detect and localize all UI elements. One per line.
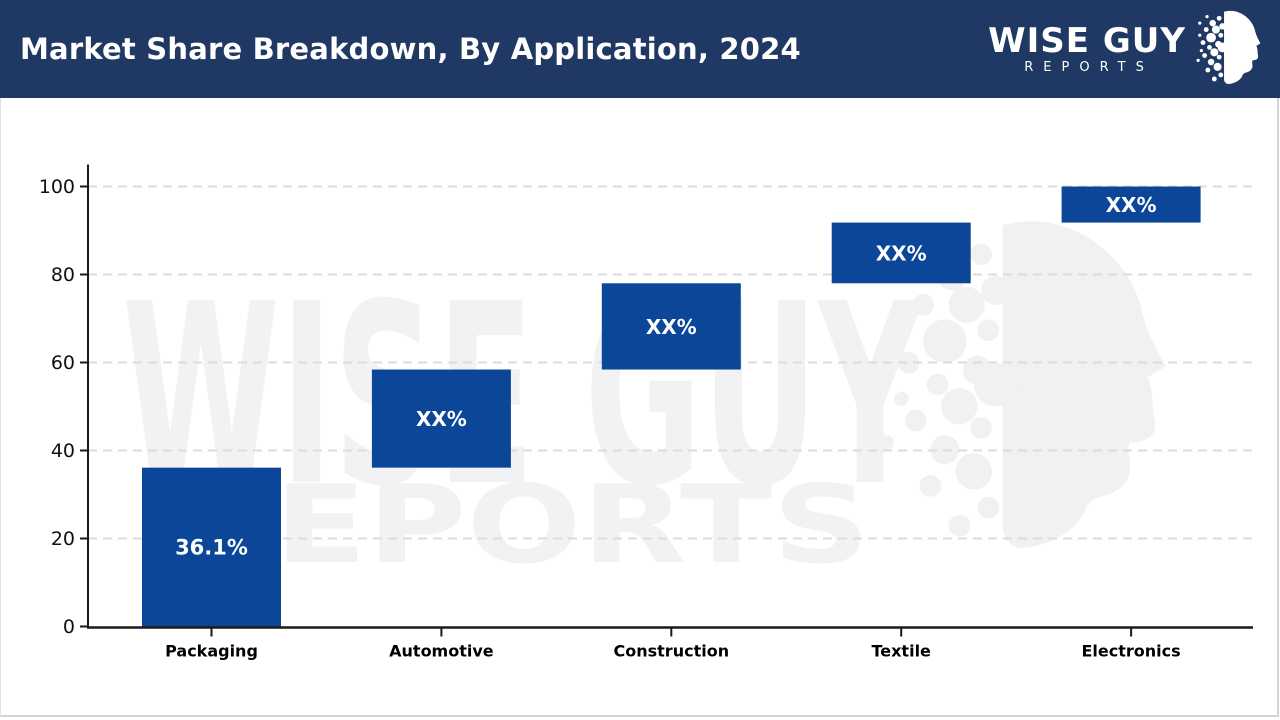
header-bar: Market Share Breakdown, By Application, … — [0, 0, 1280, 98]
bar-electronics — [1061, 186, 1201, 223]
category-label-textile: Textile — [871, 642, 931, 661]
bar-label-automotive: XX% — [416, 407, 467, 431]
bar-automotive — [371, 369, 511, 468]
brand-subname: REPORTS — [1024, 60, 1154, 75]
y-tick-label-0: 0 — [63, 616, 75, 638]
bar-label-electronics: XX% — [1106, 193, 1157, 217]
chart-title: Market Share Breakdown, By Application, … — [20, 32, 801, 66]
bar-construction — [601, 283, 741, 370]
y-tick-label-60: 60 — [51, 352, 75, 374]
brand-logo-text: WISE GUY REPORTS — [988, 24, 1186, 74]
y-tick-label-80: 80 — [51, 264, 75, 286]
category-label-construction: Construction — [614, 642, 730, 661]
bar-textile — [831, 222, 971, 284]
category-label-packaging: Packaging — [165, 642, 258, 661]
bar-packaging — [142, 467, 281, 627]
brand-logo: WISE GUY REPORTS — [988, 5, 1266, 93]
y-tick-label-20: 20 — [51, 528, 75, 550]
y-tick-label-40: 40 — [51, 440, 75, 462]
brand-face-icon — [1196, 10, 1261, 85]
y-tick-label-100: 100 — [39, 176, 75, 198]
category-label-electronics: Electronics — [1082, 642, 1181, 661]
bar-label-construction: XX% — [646, 315, 697, 339]
watermark-line2: REPORTS — [170, 463, 870, 588]
bar-label-packaging: 36.1% — [175, 536, 248, 560]
category-label-automotive: Automotive — [389, 642, 494, 661]
bar-label-textile: XX% — [876, 241, 927, 265]
brand-name: WISE GUY — [988, 21, 1186, 61]
